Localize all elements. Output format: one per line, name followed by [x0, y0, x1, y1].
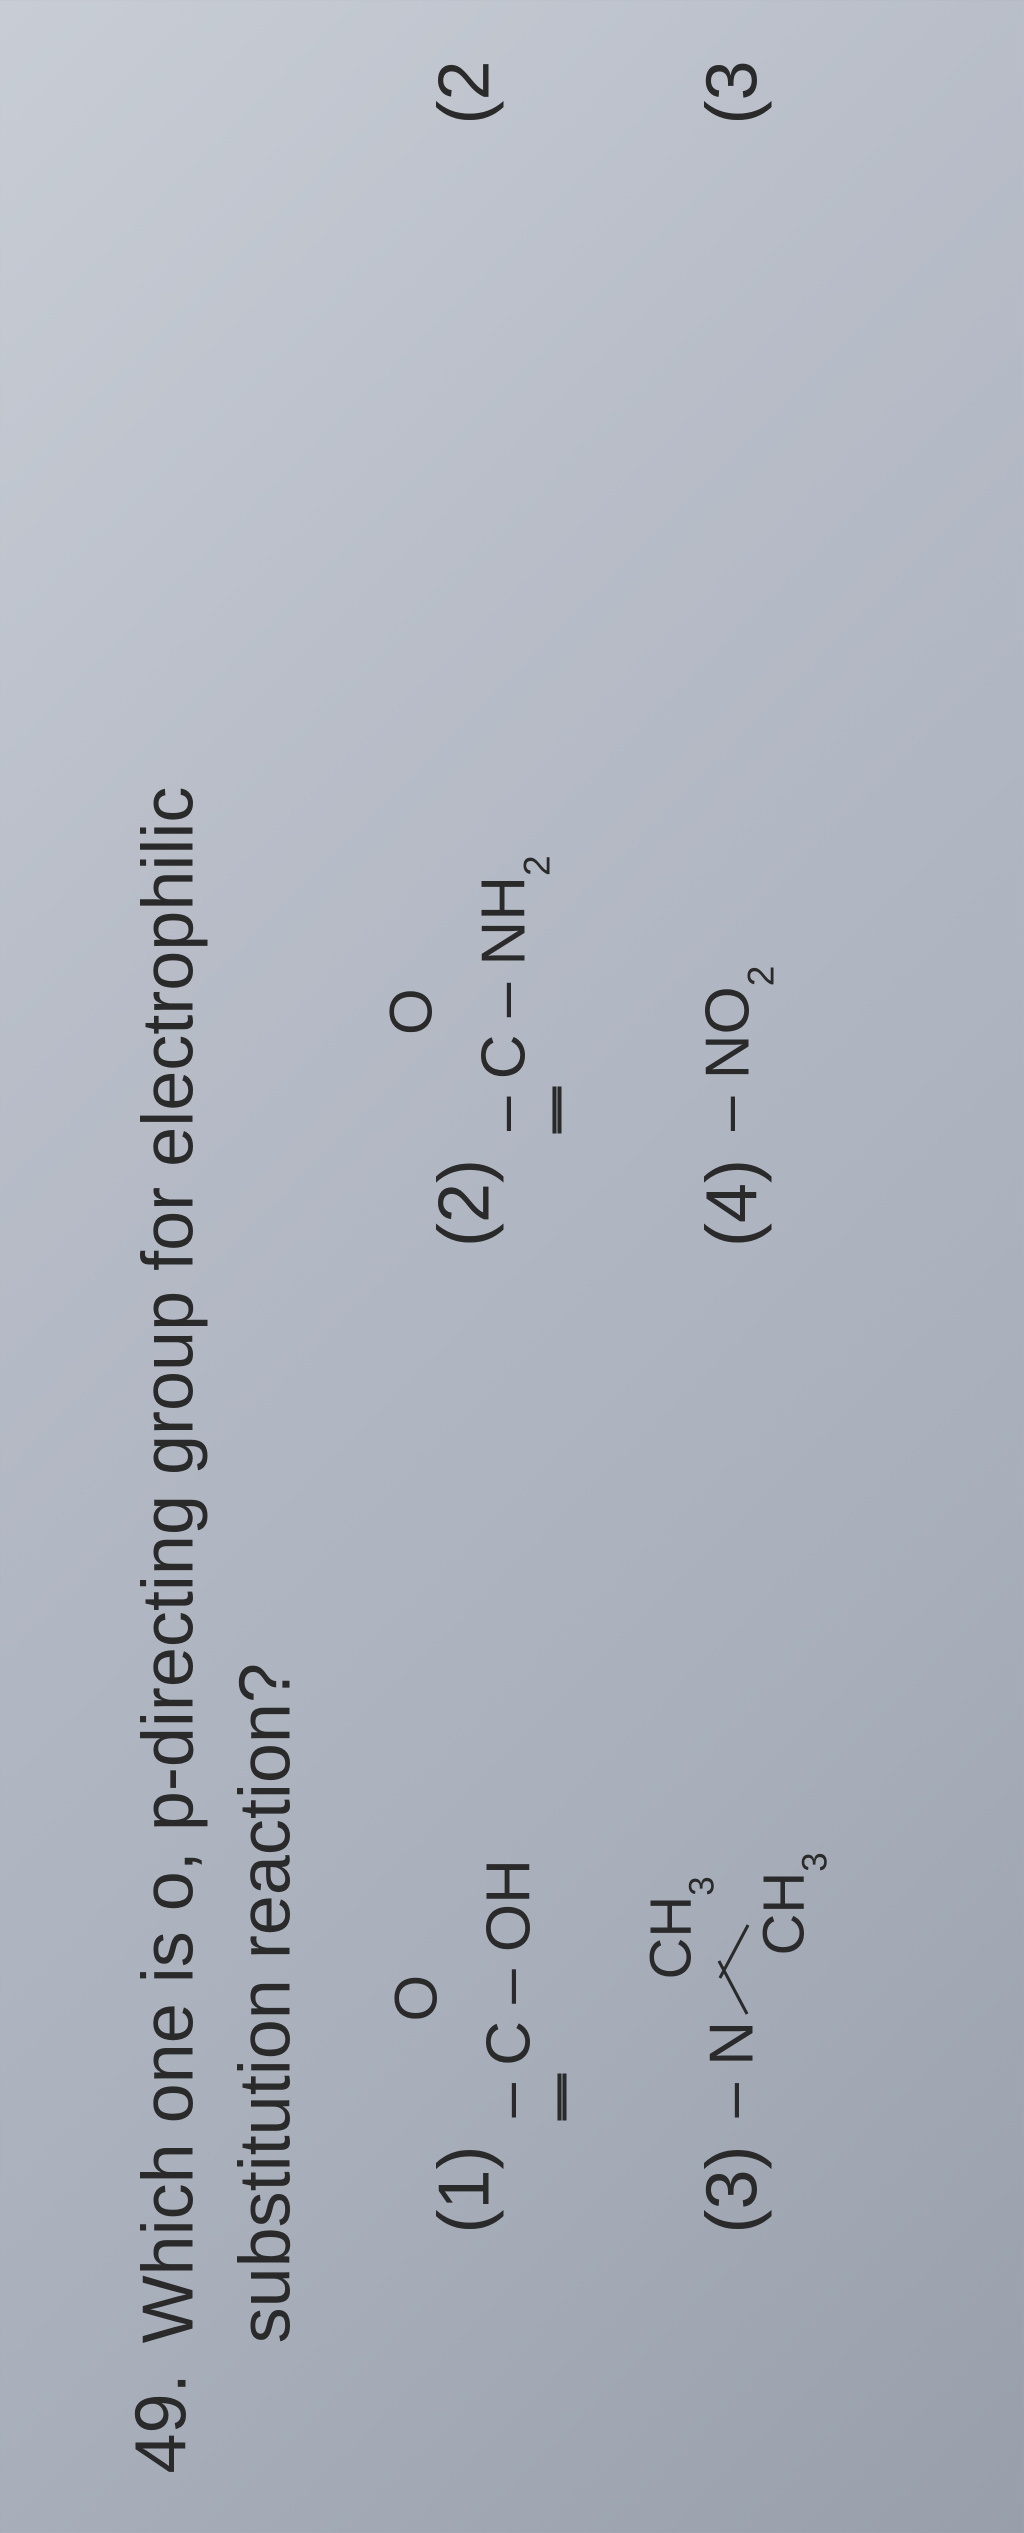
option-3-structure: CH3 – N CH3 — [634, 1852, 831, 2117]
option-2: (2) O || – C – NH2 — [385, 320, 545, 1247]
option-3-ch3-b: CH — [752, 1871, 817, 1955]
question-text: Which one is o, p-directing group for el… — [121, 786, 315, 2343]
option-1-double-bond: || — [447, 2076, 563, 2111]
option-3-ch3-b-sub: 3 — [796, 1852, 835, 1871]
question-number: 49. — [121, 2373, 315, 2473]
option-4-formula-prefix: – NO — [694, 986, 763, 1131]
cropped-fragment-2: (3 — [692, 60, 774, 124]
option-2-double-bond: || — [442, 1089, 558, 1124]
question-line-2: substitution reaction? — [226, 1662, 306, 2342]
option-3: (3) CH3 – N CH3 — [634, 1307, 831, 2234]
option-4-formula-sub: 2 — [739, 965, 781, 986]
option-4: (4) – NO2 — [634, 320, 831, 1247]
option-1-label: (1) — [424, 2145, 506, 2233]
option-3-ch3-a-sub: 3 — [683, 1876, 722, 1895]
option-4-structure: – NO2 — [698, 965, 769, 1130]
option-2-top-atom: O — [385, 988, 439, 1131]
bond-diag-up — [717, 1959, 748, 2013]
cropped-fragment-1: (2 — [424, 60, 506, 124]
option-1: (1) O || – C – OH — [385, 1307, 545, 2234]
question-row: 49. Which one is o, p-directing group fo… — [121, 60, 315, 2473]
options-grid: (1) O || – C – OH (2) O || – C – NH2 (2 … — [385, 60, 831, 2473]
question-line-1: Which one is o, p-directing group for el… — [129, 786, 209, 2343]
option-3-ch3-top: CH3 — [642, 1876, 709, 2117]
option-1-top-atom: O — [389, 1974, 443, 2117]
option-3-ch3-bot: CH3 — [756, 1852, 823, 2117]
option-2-label: (2) — [424, 1159, 506, 1247]
option-2-main-sub: 2 — [515, 855, 557, 876]
option-3-ch3-a: CH — [638, 1895, 703, 1979]
option-3-n-prefix: – N — [702, 2021, 764, 2117]
option-4-label: (4) — [692, 1159, 774, 1247]
page-content: 49. Which one is o, p-directing group fo… — [1, 0, 1024, 2533]
option-3-n-center: – N — [702, 1953, 764, 2117]
option-3-label: (3) — [692, 2145, 774, 2233]
option-2-structure: O || – C – NH2 — [385, 855, 545, 1131]
option-1-structure: O || – C – OH — [389, 1859, 540, 2117]
